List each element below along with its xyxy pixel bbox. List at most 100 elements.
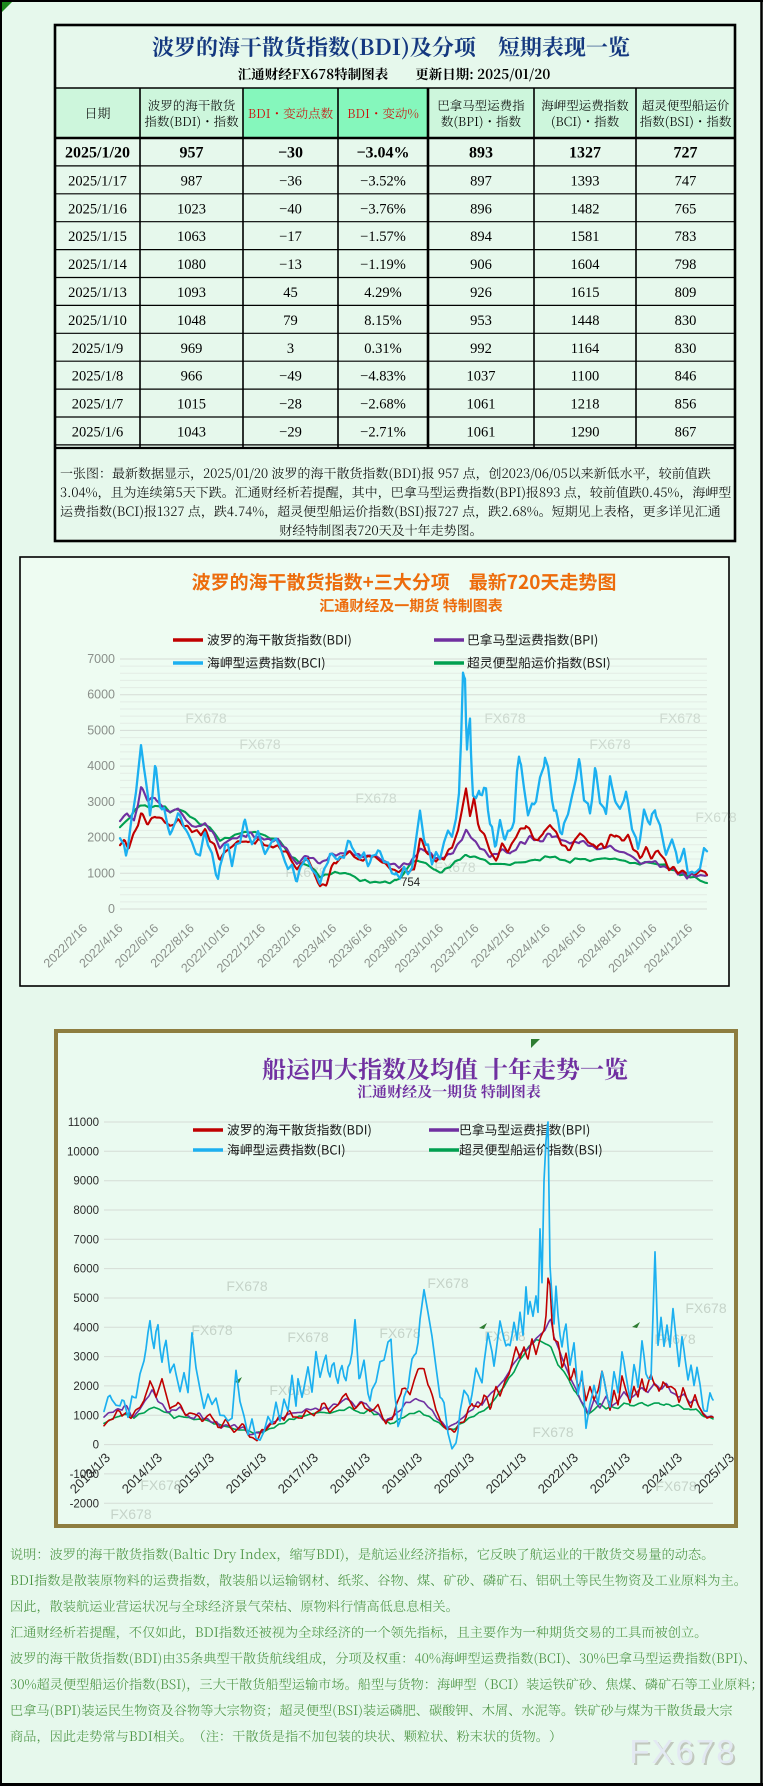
svg-text:−1.57%: −1.57% — [360, 229, 406, 245]
svg-text:3000: 3000 — [87, 795, 115, 809]
svg-text:−2.71%: −2.71% — [360, 425, 406, 441]
svg-text:754: 754 — [401, 877, 421, 889]
svg-text:5000: 5000 — [73, 1293, 99, 1305]
svg-text:79: 79 — [283, 313, 298, 329]
svg-text:2025/1/15: 2025/1/15 — [68, 229, 127, 245]
svg-text:FX678: FX678 — [589, 736, 630, 752]
svg-text:-2000: -2000 — [70, 1498, 99, 1510]
svg-text:−30: −30 — [278, 145, 303, 162]
svg-text:798: 798 — [675, 257, 697, 273]
svg-text:FX678: FX678 — [484, 710, 525, 726]
svg-text:10000: 10000 — [67, 1146, 99, 1158]
svg-text:1080: 1080 — [177, 257, 206, 273]
svg-text:45: 45 — [283, 285, 298, 301]
svg-text:2025/1/6: 2025/1/6 — [72, 425, 124, 441]
svg-text:4000: 4000 — [87, 759, 115, 773]
svg-text:1000: 1000 — [73, 1410, 99, 1422]
svg-text:−4.83%: −4.83% — [360, 369, 406, 385]
svg-text:0: 0 — [93, 1440, 99, 1452]
svg-text:−36: −36 — [279, 173, 302, 189]
svg-text:906: 906 — [470, 257, 492, 273]
svg-text:2025/1/14: 2025/1/14 — [68, 257, 128, 273]
svg-text:0.31%: 0.31% — [364, 341, 401, 357]
svg-text:897: 897 — [470, 173, 492, 189]
svg-text:8000: 8000 — [73, 1205, 99, 1217]
svg-text:−13: −13 — [279, 257, 302, 273]
svg-text:FX678: FX678 — [685, 1300, 726, 1316]
svg-text:747: 747 — [675, 173, 697, 189]
svg-text:992: 992 — [470, 341, 492, 357]
svg-text:809: 809 — [675, 285, 697, 301]
svg-text:FX678: FX678 — [355, 790, 396, 806]
svg-text:6000: 6000 — [87, 688, 115, 702]
svg-text:953: 953 — [470, 313, 492, 329]
svg-text:2000: 2000 — [73, 1381, 99, 1393]
svg-text:1218: 1218 — [571, 397, 600, 413]
svg-text:FX678: FX678 — [434, 859, 475, 875]
svg-text:1164: 1164 — [571, 341, 600, 357]
svg-text:0: 0 — [108, 902, 115, 916]
svg-text:−1.19%: −1.19% — [360, 257, 406, 273]
svg-text:9000: 9000 — [73, 1176, 99, 1188]
svg-text:−2.68%: −2.68% — [360, 397, 406, 413]
svg-text:1482: 1482 — [571, 201, 600, 217]
svg-text:2025/1/7: 2025/1/7 — [72, 397, 124, 413]
svg-text:1448: 1448 — [571, 313, 600, 329]
svg-text:−17: −17 — [279, 229, 302, 245]
svg-text:FX678: FX678 — [379, 1325, 420, 1341]
svg-text:3000: 3000 — [73, 1352, 99, 1364]
svg-text:1290: 1290 — [571, 425, 600, 441]
svg-text:FX678: FX678 — [185, 710, 226, 726]
svg-text:6000: 6000 — [73, 1264, 99, 1276]
svg-text:−40: −40 — [279, 201, 302, 217]
svg-text:7000: 7000 — [73, 1234, 99, 1246]
svg-text:3: 3 — [287, 341, 294, 357]
svg-text:896: 896 — [470, 201, 492, 217]
svg-text:727: 727 — [674, 145, 698, 162]
svg-text:1327: 1327 — [569, 145, 601, 162]
svg-text:FX678: FX678 — [427, 1275, 468, 1291]
svg-text:987: 987 — [181, 173, 203, 189]
svg-text:−3.76%: −3.76% — [360, 201, 406, 217]
svg-text:1061: 1061 — [467, 397, 496, 413]
svg-text:FX678: FX678 — [287, 1329, 328, 1345]
svg-text:1604: 1604 — [571, 257, 601, 273]
svg-text:1000: 1000 — [87, 866, 115, 880]
svg-text:2025/1/16: 2025/1/16 — [68, 201, 127, 217]
svg-text:1581: 1581 — [571, 229, 600, 245]
svg-text:1043: 1043 — [177, 425, 206, 441]
svg-text:867: 867 — [675, 425, 697, 441]
svg-text:1063: 1063 — [177, 229, 206, 245]
svg-text:−29: −29 — [279, 425, 302, 441]
svg-text:FX678: FX678 — [629, 1733, 736, 1770]
svg-text:1393: 1393 — [571, 173, 600, 189]
svg-text:1048: 1048 — [177, 313, 206, 329]
svg-text:830: 830 — [675, 313, 697, 329]
svg-text:846: 846 — [675, 369, 697, 385]
svg-text:−28: −28 — [279, 397, 302, 413]
svg-text:FX678: FX678 — [655, 1478, 696, 1494]
svg-text:FX678: FX678 — [532, 1424, 573, 1440]
svg-text:2025/1/20: 2025/1/20 — [65, 145, 130, 162]
svg-text:2025/1/9: 2025/1/9 — [72, 341, 124, 357]
svg-text:2025/1/13: 2025/1/13 — [68, 285, 127, 301]
svg-text:2025/1/8: 2025/1/8 — [72, 369, 124, 385]
svg-text:FX678: FX678 — [239, 736, 280, 752]
svg-text:-1000: -1000 — [70, 1469, 99, 1481]
svg-text:2025/1/17: 2025/1/17 — [68, 173, 127, 189]
svg-text:1100: 1100 — [571, 369, 599, 385]
svg-text:2025/1/10: 2025/1/10 — [68, 313, 127, 329]
svg-text:1037: 1037 — [467, 369, 496, 385]
svg-text:1615: 1615 — [571, 285, 600, 301]
svg-text:893: 893 — [469, 145, 493, 162]
svg-text:969: 969 — [181, 341, 203, 357]
svg-text:FX678: FX678 — [110, 1506, 151, 1522]
svg-text:7000: 7000 — [87, 652, 115, 666]
svg-text:2000: 2000 — [87, 831, 115, 845]
svg-text:783: 783 — [675, 229, 697, 245]
svg-text:−3.52%: −3.52% — [360, 173, 406, 189]
svg-text:765: 765 — [675, 201, 697, 217]
svg-text:4000: 4000 — [73, 1322, 99, 1334]
svg-text:957: 957 — [180, 145, 204, 162]
svg-text:856: 856 — [675, 397, 697, 413]
